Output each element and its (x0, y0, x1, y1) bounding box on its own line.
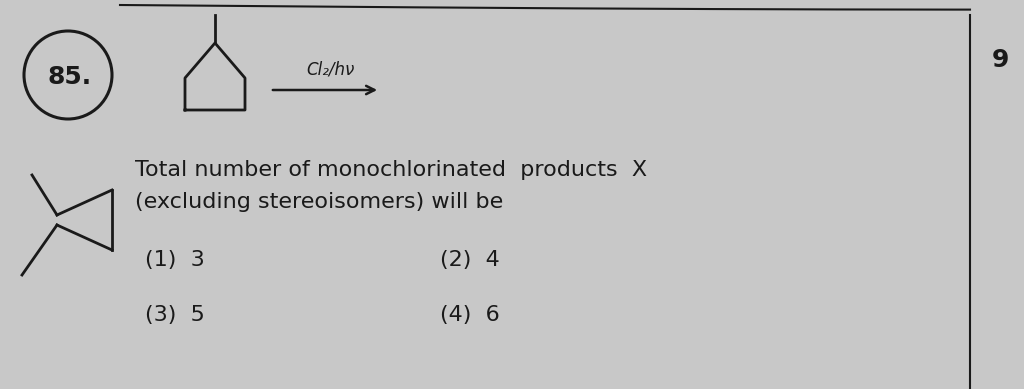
Text: (4)  6: (4) 6 (440, 305, 500, 325)
Text: (1)  3: (1) 3 (145, 250, 205, 270)
Text: Total number of monochlorinated  products  X: Total number of monochlorinated products… (135, 160, 647, 180)
Text: 85.: 85. (48, 65, 92, 89)
Text: (3)  5: (3) 5 (145, 305, 205, 325)
Text: (excluding stereoisomers) will be: (excluding stereoisomers) will be (135, 192, 503, 212)
Text: (2)  4: (2) 4 (440, 250, 500, 270)
Text: Cl₂/hν: Cl₂/hν (306, 60, 354, 78)
Text: 9: 9 (991, 48, 1009, 72)
